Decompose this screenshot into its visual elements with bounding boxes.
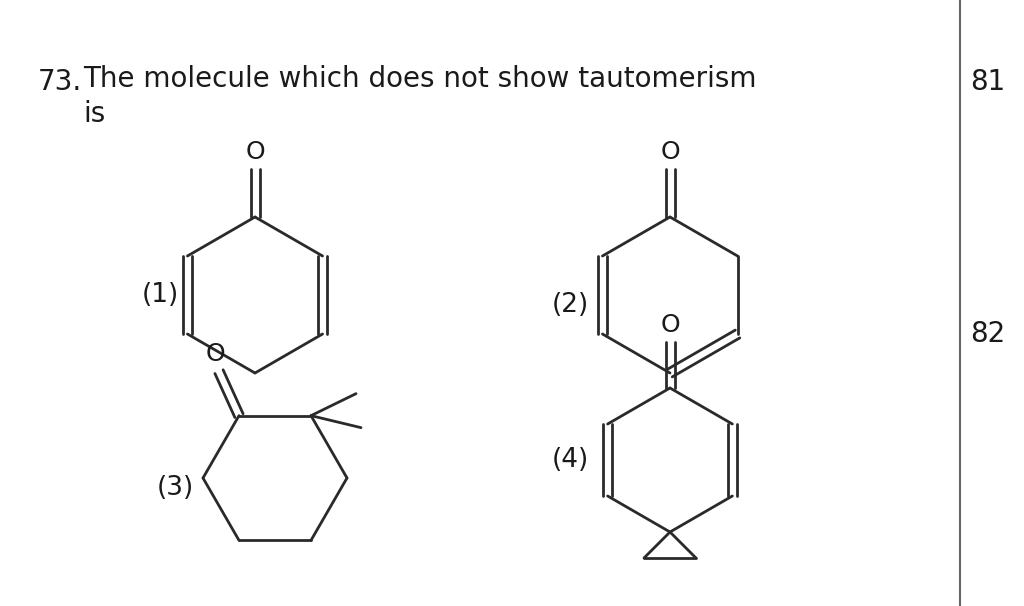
Text: O: O (205, 342, 225, 365)
Text: (1): (1) (142, 282, 179, 308)
Text: 73.: 73. (38, 68, 82, 96)
Text: (4): (4) (552, 447, 589, 473)
Text: (2): (2) (552, 292, 589, 318)
Text: O: O (245, 140, 265, 164)
Text: 82: 82 (970, 320, 1006, 348)
Text: is: is (83, 100, 105, 128)
Text: The molecule which does not show tautomerism: The molecule which does not show tautome… (83, 65, 757, 93)
Text: (3): (3) (157, 475, 195, 501)
Text: 81: 81 (970, 68, 1006, 96)
Text: O: O (660, 140, 680, 164)
Text: O: O (660, 313, 680, 337)
